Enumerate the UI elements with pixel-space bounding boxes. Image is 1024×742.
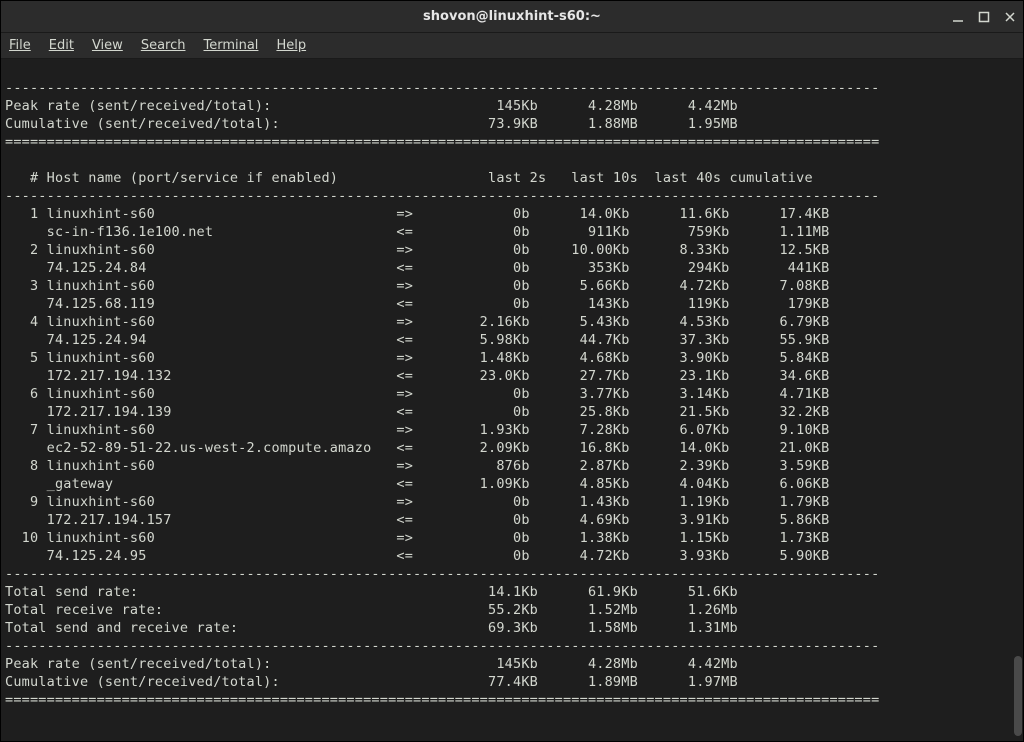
- close-button[interactable]: [1003, 10, 1017, 24]
- scroll-thumb[interactable]: [1014, 656, 1022, 736]
- menu-help[interactable]: Help: [276, 38, 306, 53]
- maximize-button[interactable]: [977, 10, 991, 24]
- menubar: File Edit View Search Terminal Help: [1, 33, 1023, 59]
- menu-edit[interactable]: Edit: [49, 38, 74, 53]
- menu-file[interactable]: File: [9, 38, 31, 53]
- minimize-button[interactable]: [951, 10, 965, 24]
- scrollbar[interactable]: [1014, 60, 1022, 736]
- menu-terminal[interactable]: Terminal: [203, 38, 258, 53]
- window-title: shovon@linuxhint-s60:~: [423, 9, 601, 24]
- menu-search[interactable]: Search: [141, 38, 186, 53]
- terminal-output[interactable]: ----------------------------------------…: [1, 59, 1023, 741]
- titlebar[interactable]: shovon@linuxhint-s60:~: [1, 1, 1023, 33]
- window-controls: [951, 1, 1017, 32]
- terminal-window: shovon@linuxhint-s60:~ File Edit View Se…: [0, 0, 1024, 742]
- menu-view[interactable]: View: [92, 38, 123, 53]
